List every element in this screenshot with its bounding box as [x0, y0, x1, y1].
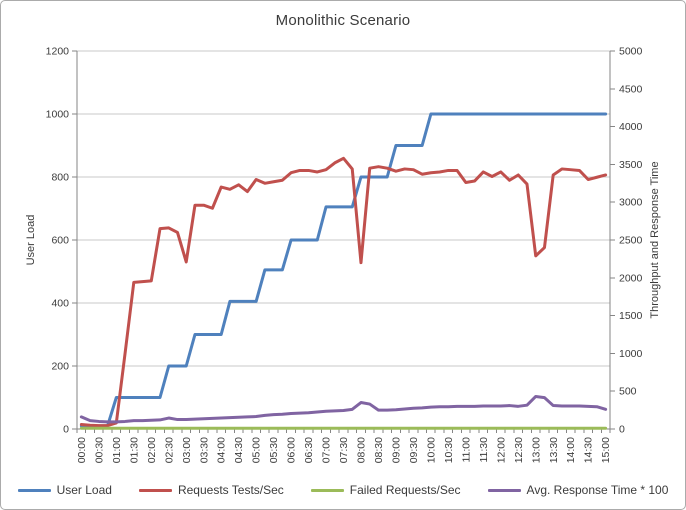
series-line-requests-tests-sec	[79, 156, 608, 428]
x-tick-label: 04:00	[216, 437, 228, 463]
x-tick-label: 12:30	[513, 437, 525, 463]
legend-item-user-load: User Load	[17, 483, 112, 497]
x-tick-label: 02:00	[146, 437, 158, 463]
right-tick-label: 4000	[619, 121, 643, 133]
right-tick-label: 2500	[619, 235, 643, 247]
legend-label: User Load	[56, 483, 112, 497]
x-tick-label: 01:30	[128, 437, 140, 463]
x-tick-label: 06:30	[303, 437, 315, 463]
x-tick-label: 00:30	[93, 437, 105, 463]
x-tick-label: 01:00	[111, 437, 123, 463]
x-tick-label: 13:30	[548, 437, 560, 463]
right-tick-label: 1500	[619, 310, 643, 322]
left-tick-label: 200	[51, 361, 69, 373]
right-tick-label: 2000	[619, 272, 643, 284]
legend-swatch-requests-tests-sec	[138, 488, 172, 492]
x-tick-label: 07:00	[321, 437, 333, 463]
right-tick-label: 5000	[619, 46, 643, 58]
x-tick-label: 05:30	[268, 437, 280, 463]
right-tick-label: 500	[619, 386, 637, 398]
right-tick-label: 1000	[619, 348, 643, 360]
x-tick-label: 10:00	[425, 437, 437, 463]
legend-item-failed-requests-sec: Failed Requests/Sec	[310, 483, 461, 497]
series-line-user-load	[79, 112, 608, 428]
legend-swatch-user-load	[17, 488, 51, 492]
left-tick-label: 800	[51, 172, 69, 184]
x-tick-label: 15:00	[600, 437, 612, 463]
right-tick-label: 0	[619, 424, 625, 436]
x-tick-label: 06:00	[286, 437, 298, 463]
legend-item-avg-response-time-100: Avg. Response Time * 100	[487, 483, 669, 497]
series-line-avg-response-time-100	[79, 394, 608, 424]
x-tick-label: 04:30	[233, 437, 245, 463]
left-tick-label: 0	[63, 424, 69, 436]
legend-swatch-avg-response-time-100	[487, 488, 521, 492]
x-tick-label: 11:30	[478, 437, 490, 463]
right-tick-label: 4500	[619, 83, 643, 95]
x-tick-label: 12:00	[495, 437, 507, 463]
x-tick-label: 09:00	[390, 437, 402, 463]
legend-label: Avg. Response Time * 100	[526, 483, 669, 497]
x-tick-label: 14:00	[565, 437, 577, 463]
x-tick-label: 05:00	[251, 437, 263, 463]
legend-swatch-failed-requests-sec	[310, 488, 344, 492]
x-tick-label: 00:00	[76, 437, 88, 463]
legend: User Load Requests Tests/Sec Failed Reques…	[1, 483, 685, 497]
x-tick-label: 03:30	[198, 437, 210, 463]
legend-label: Failed Requests/Sec	[349, 483, 461, 497]
left-tick-label: 1000	[46, 109, 70, 121]
x-tick-label: 02:30	[163, 437, 175, 463]
legend-item-requests-tests-sec: Requests Tests/Sec	[138, 483, 284, 497]
x-tick-label: 11:00	[460, 437, 472, 463]
x-tick-label: 09:30	[408, 437, 420, 463]
left-tick-label: 400	[51, 298, 69, 310]
x-tick-label: 10:30	[443, 437, 455, 463]
left-tick-label: 1200	[46, 46, 70, 58]
legend-label: Requests Tests/Sec	[177, 483, 284, 497]
left-tick-label: 600	[51, 235, 69, 247]
x-tick-label: 07:30	[338, 437, 350, 463]
chart-title: Monolithic Scenario	[275, 12, 411, 29]
x-tick-label: 08:30	[373, 437, 385, 463]
x-tick-label: 08:00	[356, 437, 368, 463]
x-tick-label: 14:30	[583, 437, 595, 463]
x-tick-label: 03:00	[181, 437, 193, 463]
right-tick-label: 3000	[619, 197, 643, 209]
x-tick-label: 13:00	[530, 437, 542, 463]
right-tick-label: 3500	[619, 159, 643, 171]
